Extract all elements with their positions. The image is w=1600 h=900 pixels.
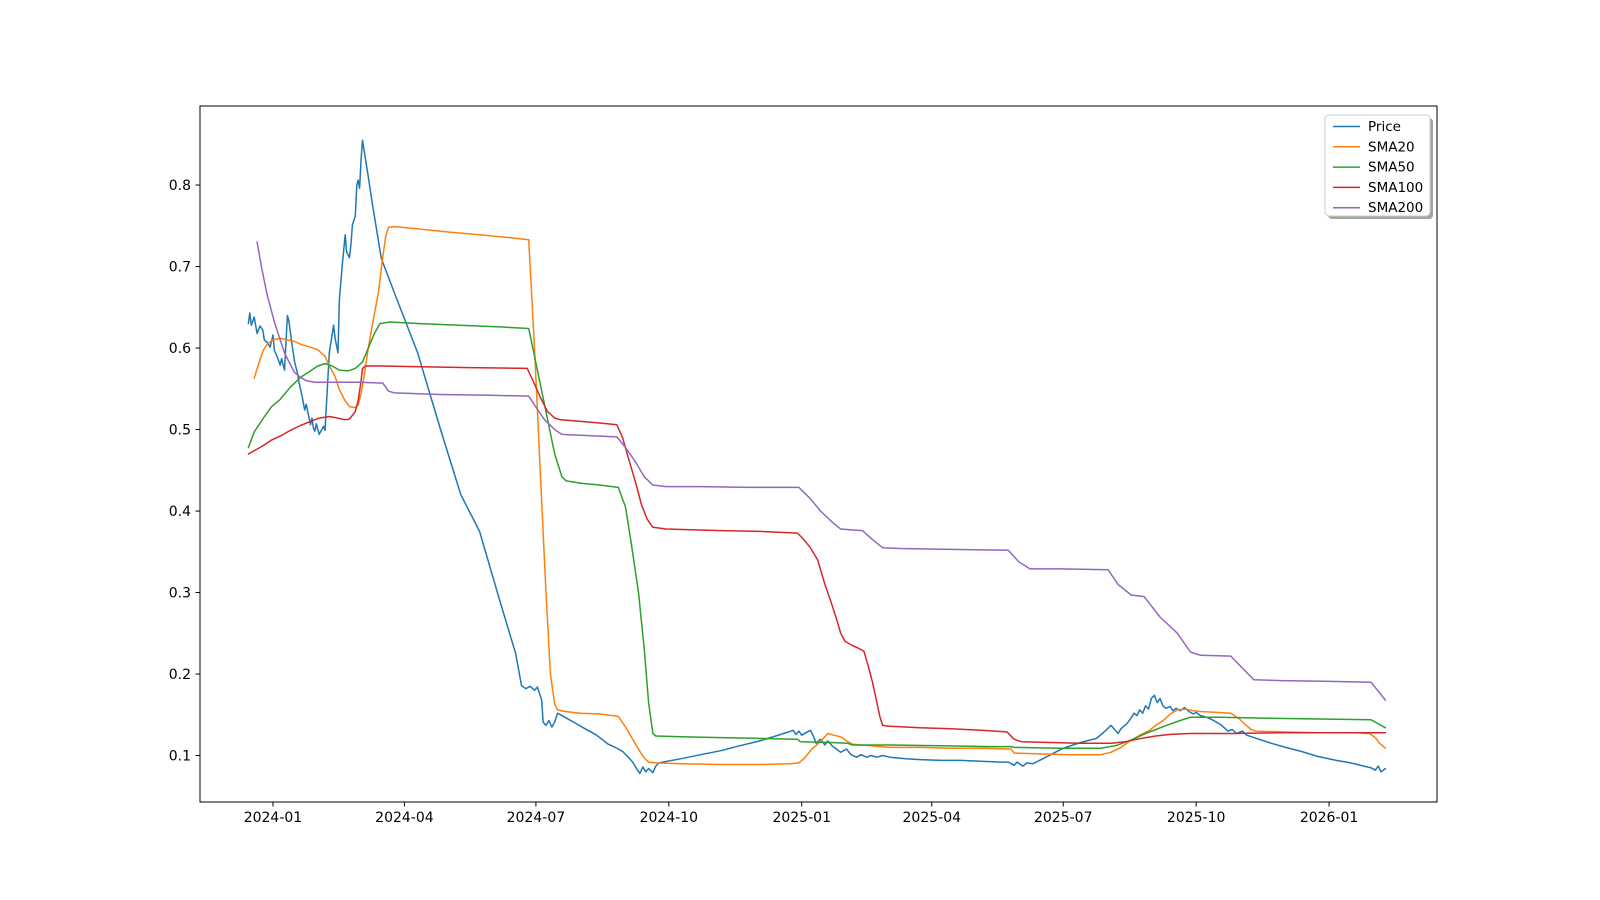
legend-label-sma50: SMA50 [1368, 160, 1415, 176]
x-tick-label: 2025-04 [903, 810, 962, 826]
x-tick-label: 2025-07 [1034, 810, 1093, 826]
series-sma20 [253, 225, 1387, 766]
y-tick-label: 0.3 [169, 586, 191, 602]
legend-label-sma100: SMA100 [1368, 180, 1423, 196]
legend: Price SMA20 SMA50 SMA100 SMA200 [1324, 114, 1433, 219]
y-tick-label: 0.1 [169, 749, 191, 765]
series-sma200 [256, 241, 1387, 701]
x-tick-label: 2025-10 [1167, 810, 1226, 826]
series-price [247, 139, 1387, 775]
series-sma50 [247, 321, 1387, 749]
x-tick-label: 2024-04 [375, 810, 434, 826]
x-tick-label: 2025-01 [772, 810, 831, 826]
x-tick-label: 2024-07 [507, 810, 566, 826]
legend-box [1324, 114, 1431, 217]
x-tick-label: 2024-10 [640, 810, 699, 826]
x-tick-label: 2026-01 [1300, 810, 1359, 826]
x-tick-label: 2024-01 [244, 810, 303, 826]
legend-label-price: Price [1368, 119, 1401, 135]
y-tick-label: 0.5 [169, 423, 191, 439]
y-tick-label: 0.4 [169, 504, 191, 520]
y-tick-label: 0.8 [169, 178, 191, 194]
y-tick-label: 0.2 [169, 667, 191, 683]
series-sma100 [247, 365, 1387, 745]
y-tick-label: 0.6 [169, 341, 191, 357]
legend-label-sma200: SMA200 [1368, 200, 1423, 216]
legend-label-sma20: SMA20 [1368, 139, 1415, 155]
plot-border [199, 105, 1438, 803]
y-tick-label: 0.7 [169, 260, 191, 276]
